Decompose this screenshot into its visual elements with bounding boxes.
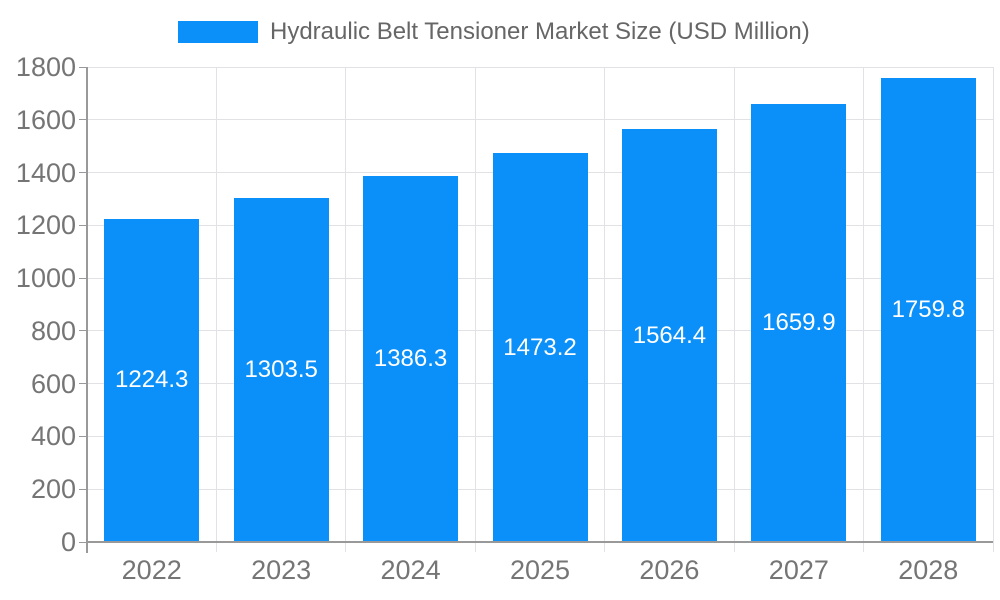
bar-value-label: 1659.9 [762, 308, 836, 336]
y-tick-mark [79, 435, 87, 437]
x-axis-tick-label: 2025 [509, 555, 571, 585]
x-gridline [733, 67, 735, 552]
y-axis-tick-label: 1200 [15, 210, 76, 241]
x-axis-tick-label: 2026 [639, 555, 700, 585]
x-gridline [863, 67, 865, 552]
x-gridline [604, 67, 606, 552]
y-tick-mark [79, 224, 87, 226]
bar[interactable]: 1473.2 [492, 153, 588, 542]
y-tick-mark [79, 66, 87, 68]
y-axis-tick-label: 1400 [15, 157, 76, 188]
bar[interactable]: 1303.5 [233, 198, 329, 542]
bar-value-label: 1303.5 [244, 356, 318, 383]
x-axis-tick-label: 2023 [251, 555, 312, 585]
x-axis-line [87, 541, 993, 543]
x-axis-tick-label: 2022 [121, 555, 182, 585]
y-axis-tick-label: 1600 [15, 104, 76, 135]
bar[interactable]: 1659.9 [751, 103, 847, 542]
y-axis-tick-label: 600 [30, 368, 76, 399]
y-axis-tick-label: 1800 [15, 52, 76, 82]
bar-value-label: 1564.4 [632, 321, 707, 349]
bar[interactable]: 1386.3 [363, 176, 459, 542]
y-axis-tick-label: 400 [30, 421, 76, 452]
y-tick-mark [79, 488, 87, 490]
y-gridline [87, 119, 993, 121]
bar[interactable]: 1224.3 [104, 218, 200, 542]
x-axis-tick-label: 2028 [898, 555, 959, 585]
x-axis-tick-label: 2024 [380, 555, 441, 585]
x-axis-tick-label: 2027 [768, 555, 829, 585]
y-tick-mark [79, 541, 87, 543]
legend-swatch-icon [178, 21, 258, 43]
x-gridline [992, 67, 994, 552]
x-gridline [215, 67, 217, 552]
bar[interactable]: 1759.8 [880, 77, 976, 542]
y-tick-mark [79, 330, 87, 332]
x-gridline [345, 67, 347, 552]
bar-value-label: 1224.3 [115, 366, 189, 394]
y-axis-tick-label: 1000 [15, 263, 76, 294]
bar[interactable]: 1564.4 [621, 129, 717, 542]
bar-value-label: 1386.3 [373, 345, 448, 373]
y-tick-mark [79, 119, 87, 121]
y-tick-mark [79, 277, 87, 279]
y-gridline [87, 66, 993, 68]
chart-legend[interactable]: Hydraulic Belt Tensioner Market Size (US… [178, 14, 810, 50]
y-tick-mark [79, 383, 87, 385]
bar-value-label: 1759.8 [891, 295, 965, 323]
legend-label: Hydraulic Belt Tensioner Market Size (US… [270, 18, 810, 45]
x-gridline [474, 67, 476, 552]
y-axis-line [86, 67, 88, 553]
y-axis-tick-label: 0 [60, 527, 76, 557]
y-axis-tick-label: 200 [30, 474, 76, 505]
y-axis-tick-label: 800 [30, 315, 76, 346]
y-tick-mark [79, 172, 87, 174]
bar-value-label: 1473.2 [503, 333, 577, 361]
